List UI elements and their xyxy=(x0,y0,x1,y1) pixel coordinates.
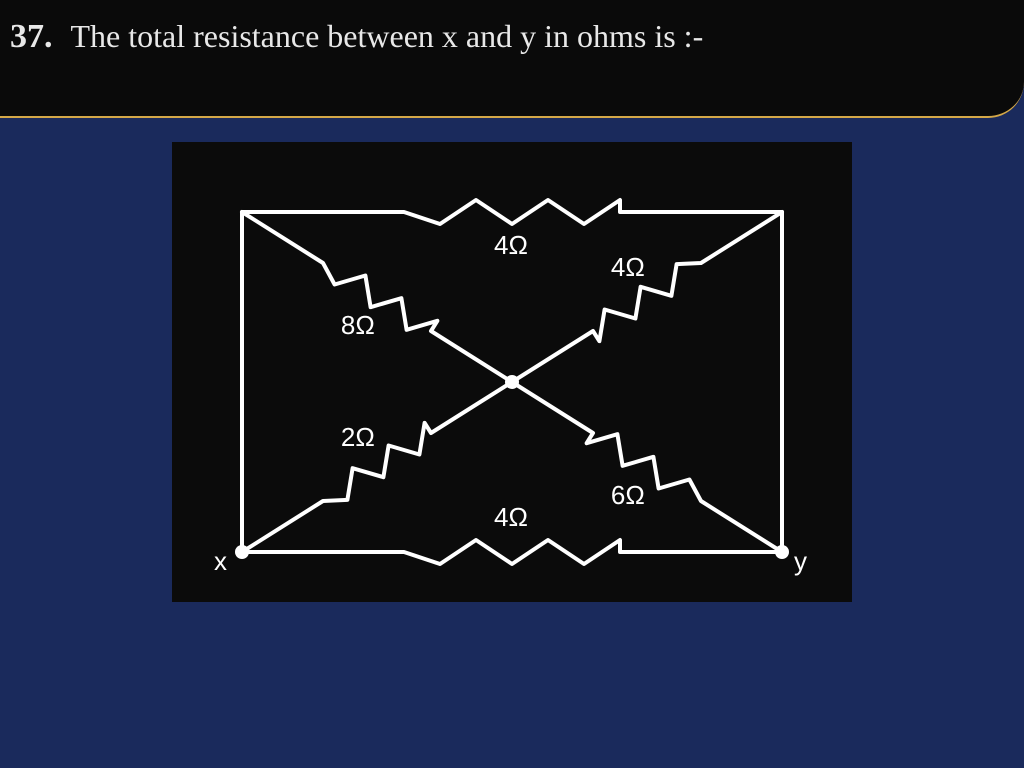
resistor-label: 4Ω xyxy=(611,252,645,283)
question-bar: 37. The total resistance between x and y… xyxy=(0,0,1024,118)
resistor-label: 6Ω xyxy=(611,480,645,511)
question-number: 37. xyxy=(10,18,53,56)
resistor-label: 8Ω xyxy=(341,310,375,341)
circuit-diagram: 4Ω 4Ω 8Ω 4Ω 2Ω 6Ω x y xyxy=(172,142,852,602)
resistor-label: 4Ω xyxy=(494,230,528,261)
question-row: 37. The total resistance between x and y… xyxy=(10,18,1014,56)
question-text: The total resistance between x and y in … xyxy=(71,18,704,55)
resistor-label: 4Ω xyxy=(494,502,528,533)
resistor-label: 2Ω xyxy=(341,422,375,453)
node-label: x xyxy=(214,546,227,577)
diagram-wrap: 4Ω 4Ω 8Ω 4Ω 2Ω 6Ω x y xyxy=(0,118,1024,602)
node-label: y xyxy=(794,546,807,577)
